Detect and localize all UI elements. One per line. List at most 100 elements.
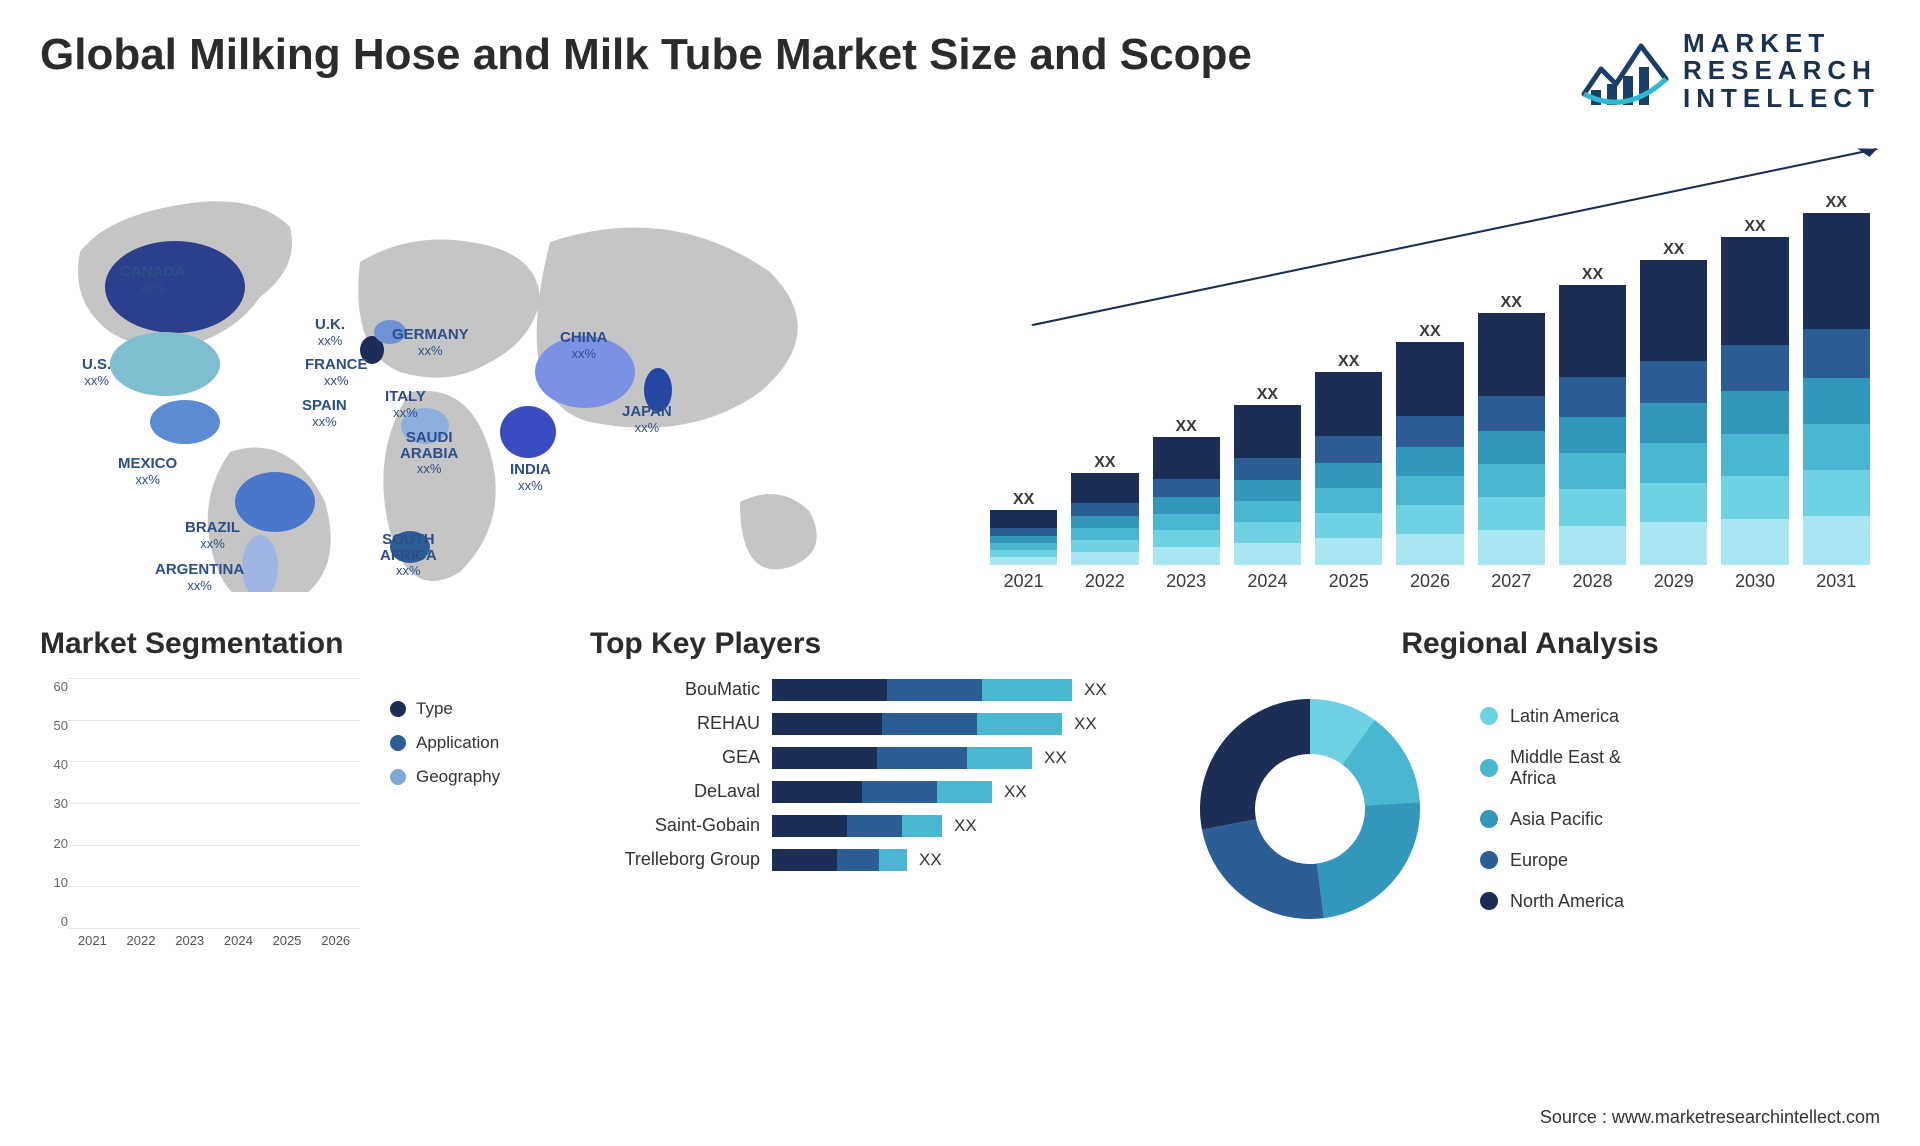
kp-name: Trelleborg Group: [590, 849, 760, 870]
kp-row: DeLaval XX: [590, 781, 1110, 803]
donut-legend-item: Middle East & Africa: [1480, 747, 1624, 789]
growth-cap: XX: [1338, 353, 1359, 371]
growth-cap: XX: [1663, 241, 1684, 259]
map-label-saudi: SAUDIARABIAxx%: [400, 430, 458, 477]
seg-legend-item: Geography: [390, 767, 500, 787]
growth-year-label: 2028: [1572, 571, 1612, 592]
map-label-italy: ITALYxx%: [385, 389, 426, 421]
seg-y-tick: 50: [54, 718, 68, 733]
map-label-india: INDIAxx%: [510, 462, 551, 494]
growth-bar-2022: XX2022: [1071, 473, 1138, 592]
regional-donut-chart: [1180, 679, 1440, 939]
kp-bar: [772, 713, 1062, 735]
map-label-germany: GERMANYxx%: [392, 327, 469, 359]
kp-name: DeLaval: [590, 781, 760, 802]
kp-value: XX: [1044, 748, 1067, 768]
kp-bar: [772, 747, 1032, 769]
growth-year-label: 2021: [1004, 571, 1044, 592]
source-text: Source : www.marketresearchintellect.com: [1540, 1107, 1880, 1128]
kp-value: XX: [954, 816, 977, 836]
growth-chart: XX2021XX2022XX2023XX2024XX2025XX2026XX20…: [980, 132, 1880, 592]
seg-legend-item: Type: [390, 699, 500, 719]
kp-row: BouMaticXX: [590, 679, 1110, 701]
donut-legend-item: North America: [1480, 891, 1624, 912]
growth-bar-2021: XX2021: [990, 510, 1057, 592]
world-map-svg: [40, 132, 940, 592]
seg-y-tick: 0: [61, 914, 68, 929]
donut-slice: [1202, 819, 1324, 919]
seg-x-label: 2026: [311, 933, 360, 959]
kp-row: REHAU XX: [590, 713, 1110, 735]
map-label-china: CHINAxx%: [560, 330, 608, 362]
seg-y-tick: 10: [54, 875, 68, 890]
kp-value: XX: [1004, 782, 1027, 802]
growth-cap: XX: [1826, 194, 1847, 212]
growth-year-label: 2023: [1166, 571, 1206, 592]
growth-year-label: 2030: [1735, 571, 1775, 592]
growth-year-label: 2031: [1816, 571, 1856, 592]
map-label-france: FRANCExx%: [305, 357, 368, 389]
regional-legend: Latin America Middle East & Africa Asia Pa…: [1480, 706, 1624, 912]
logo-line2: RESEARCH: [1683, 57, 1880, 84]
key-players-panel: Top Key Players BouMaticXXREHAUXXGEAXXDe…: [590, 627, 1150, 959]
segmentation-title: Market Segmentation: [40, 627, 560, 661]
growth-bar-2023: XX2023: [1153, 437, 1220, 592]
growth-cap: XX: [1419, 323, 1440, 341]
logo-line1: MARKET: [1683, 30, 1880, 57]
seg-x-label: 2024: [214, 933, 263, 959]
map-label-brazil: BRAZILxx%: [185, 520, 240, 552]
world-map: U.S.xx%CANADAxx%MEXICOxx%BRAZILxx%ARGENT…: [40, 132, 940, 592]
kp-row: Saint-Gobain XX: [590, 815, 1110, 837]
kp-bar: [772, 849, 907, 871]
growth-bar-2031: XX2031: [1803, 213, 1870, 592]
growth-bar-2030: XX2030: [1721, 237, 1788, 592]
donut-slice: [1200, 699, 1310, 830]
growth-year-label: 2024: [1247, 571, 1287, 592]
growth-year-label: 2026: [1410, 571, 1450, 592]
seg-y-tick: 60: [54, 679, 68, 694]
kp-name: REHAU: [590, 713, 760, 734]
growth-bar-2025: XX2025: [1315, 372, 1382, 592]
growth-bar-2028: XX2028: [1559, 285, 1626, 592]
donut-legend-item: Asia Pacific: [1480, 809, 1624, 830]
seg-legend-item: Application: [390, 733, 500, 753]
map-label-usa: U.S.xx%: [82, 357, 111, 389]
logo-line3: INTELLECT: [1683, 85, 1880, 112]
segmentation-panel: Market Segmentation 60 50 40 30 20 10 0 2021 20…: [40, 627, 560, 959]
seg-y-tick: 40: [54, 757, 68, 772]
donut-legend-item: Europe: [1480, 850, 1624, 871]
kp-bar: [772, 781, 992, 803]
seg-x-label: 2023: [165, 933, 214, 959]
seg-x-label: 2021: [68, 933, 117, 959]
seg-y-tick: 30: [54, 796, 68, 811]
growth-year-label: 2027: [1491, 571, 1531, 592]
growth-cap: XX: [1582, 266, 1603, 284]
growth-cap: XX: [1744, 218, 1765, 236]
segmentation-chart: 6050403020100 202120222023202420252026: [40, 679, 360, 959]
growth-year-label: 2025: [1329, 571, 1369, 592]
kp-row: Trelleborg Group XX: [590, 849, 1110, 871]
kp-name: Saint-Gobain: [590, 815, 760, 836]
growth-cap: XX: [1094, 454, 1115, 472]
seg-y-tick: 20: [54, 836, 68, 851]
kp-value: XX: [1074, 714, 1097, 734]
brand-logo: MARKET RESEARCH INTELLECT: [1581, 30, 1880, 112]
growth-bar-2029: XX2029: [1640, 260, 1707, 592]
map-label-canada: CANADAxx%: [120, 264, 185, 296]
logo-icon: [1581, 34, 1671, 108]
growth-year-label: 2029: [1654, 571, 1694, 592]
kp-value: XX: [1084, 680, 1107, 700]
segmentation-legend: Type Application Geography: [390, 699, 500, 959]
regional-panel: Regional Analysis Latin AmericaMiddle Ea…: [1180, 627, 1880, 959]
kp-value: XX: [919, 850, 942, 870]
kp-row: GEA XX: [590, 747, 1110, 769]
growth-bar-2027: XX2027: [1478, 313, 1545, 592]
growth-cap: XX: [1175, 418, 1196, 436]
growth-year-label: 2022: [1085, 571, 1125, 592]
growth-bar-2026: XX2026: [1396, 342, 1463, 592]
donut-legend-item: Latin America: [1480, 706, 1624, 727]
growth-bar-2024: XX2024: [1234, 405, 1301, 592]
map-label-uk: U.K.xx%: [315, 317, 345, 349]
seg-x-label: 2025: [263, 933, 312, 959]
kp-name: GEA: [590, 747, 760, 768]
